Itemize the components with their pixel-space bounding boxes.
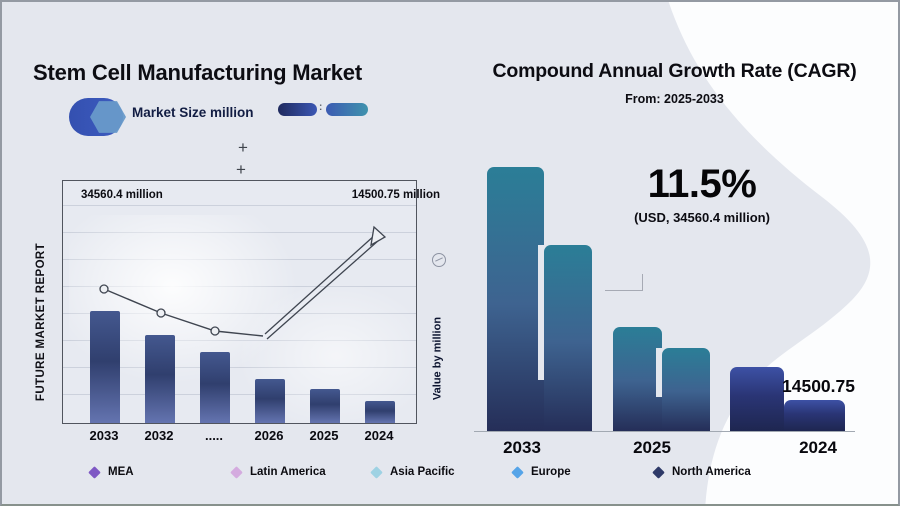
legend-label: Asia Pacific bbox=[390, 466, 455, 478]
cagr-bar-2025-b bbox=[662, 348, 710, 431]
diamond-icon bbox=[370, 465, 383, 479]
legend-item-north-america: North America bbox=[652, 465, 751, 479]
legend-label: Latin America bbox=[250, 466, 326, 478]
market-bar-2026 bbox=[255, 379, 285, 423]
x-label: 2033 bbox=[503, 438, 541, 457]
pill-separator: : bbox=[319, 102, 323, 113]
market-size-chart: 34560.4 million 14500.75 million bbox=[62, 180, 440, 424]
x-label: 2024 bbox=[364, 428, 394, 443]
diamond-icon bbox=[230, 465, 243, 479]
bar-gap bbox=[656, 348, 662, 397]
hexagon-icon bbox=[90, 101, 126, 133]
legend-label: Europe bbox=[531, 466, 571, 478]
legend-item-latin-america: Latin America bbox=[230, 465, 326, 479]
market-size-icon bbox=[69, 98, 126, 136]
x-label: 2032 bbox=[144, 428, 174, 443]
diamond-icon bbox=[88, 465, 101, 479]
market-bar-2033 bbox=[90, 311, 120, 423]
market-bar-..... bbox=[200, 352, 230, 423]
bracket-decoration bbox=[605, 274, 643, 291]
market-size-label: Market Size million bbox=[132, 105, 254, 120]
legend-label: MEA bbox=[108, 466, 134, 478]
cagr-bar-2033-b bbox=[544, 245, 592, 431]
y-axis-label: Value by million bbox=[431, 316, 444, 401]
cagr-range: From: 2025-2033 bbox=[625, 92, 724, 106]
cagr-bar-2024-a bbox=[730, 367, 784, 431]
chart-plot-area bbox=[63, 181, 416, 423]
x-label: 2026 bbox=[254, 428, 284, 443]
min-value-annotation: 14500.75 million bbox=[351, 189, 440, 201]
x-label: 2025 bbox=[309, 428, 339, 443]
market-bar-2032 bbox=[145, 335, 175, 423]
gradient-pill-icon bbox=[326, 103, 368, 116]
bar-gap bbox=[538, 245, 544, 380]
cagr-value: 11.5% bbox=[647, 162, 757, 206]
white-curve-shape bbox=[668, 2, 898, 504]
cagr-value-block: 11.5% (USD, 34560.4 million) bbox=[592, 162, 812, 225]
plus-icon: + bbox=[238, 138, 248, 157]
trend-line-arrow bbox=[99, 225, 387, 340]
max-value-annotation: 34560.4 million bbox=[81, 189, 163, 201]
plus-icon: + bbox=[236, 160, 246, 179]
diamond-icon bbox=[511, 465, 524, 479]
legend: MEA Latin America Asia Pacific Europe North … bbox=[2, 465, 898, 488]
cagr-bar-2033-a bbox=[487, 167, 544, 431]
legend-item-europe: Europe bbox=[511, 465, 571, 479]
x-label: 2033 bbox=[89, 428, 119, 443]
x-axis-line bbox=[474, 431, 855, 432]
circled-dash-icon bbox=[432, 253, 446, 267]
legend-label: North America bbox=[672, 466, 751, 478]
cagr-note: (USD, 34560.4 million) bbox=[634, 210, 770, 225]
x-label: 2025 bbox=[633, 438, 671, 457]
cagr-bar-2025-a bbox=[613, 327, 662, 431]
market-bar-2024 bbox=[365, 401, 395, 423]
x-label: 2024 bbox=[799, 438, 837, 457]
watermark-future-market-report: FUTURE MARKET REPORT bbox=[35, 242, 47, 402]
market-bar-2025 bbox=[310, 389, 340, 423]
cagr-chart: 2033 2025 2024 14500.75 bbox=[474, 162, 859, 457]
diamond-icon bbox=[652, 465, 665, 479]
cagr-bar-2024-b bbox=[784, 400, 845, 431]
value-annotation: 14500.75 bbox=[782, 376, 855, 396]
cagr-header: Compound Annual Growth Rate (CAGR) From:… bbox=[447, 60, 898, 106]
cagr-title: Compound Annual Growth Rate (CAGR) bbox=[492, 60, 857, 82]
x-axis-labels: 2033 2032..... 2026 2025 2024 bbox=[62, 428, 417, 446]
page-title: Stem Cell Manufacturing Market bbox=[33, 60, 362, 85]
legend-item-mea: MEA bbox=[88, 465, 134, 479]
x-label: ..... bbox=[204, 428, 224, 443]
legend-item-asia-pacific: Asia Pacific bbox=[370, 465, 455, 479]
gradient-pill-icon bbox=[278, 103, 317, 116]
gridline bbox=[63, 205, 416, 206]
